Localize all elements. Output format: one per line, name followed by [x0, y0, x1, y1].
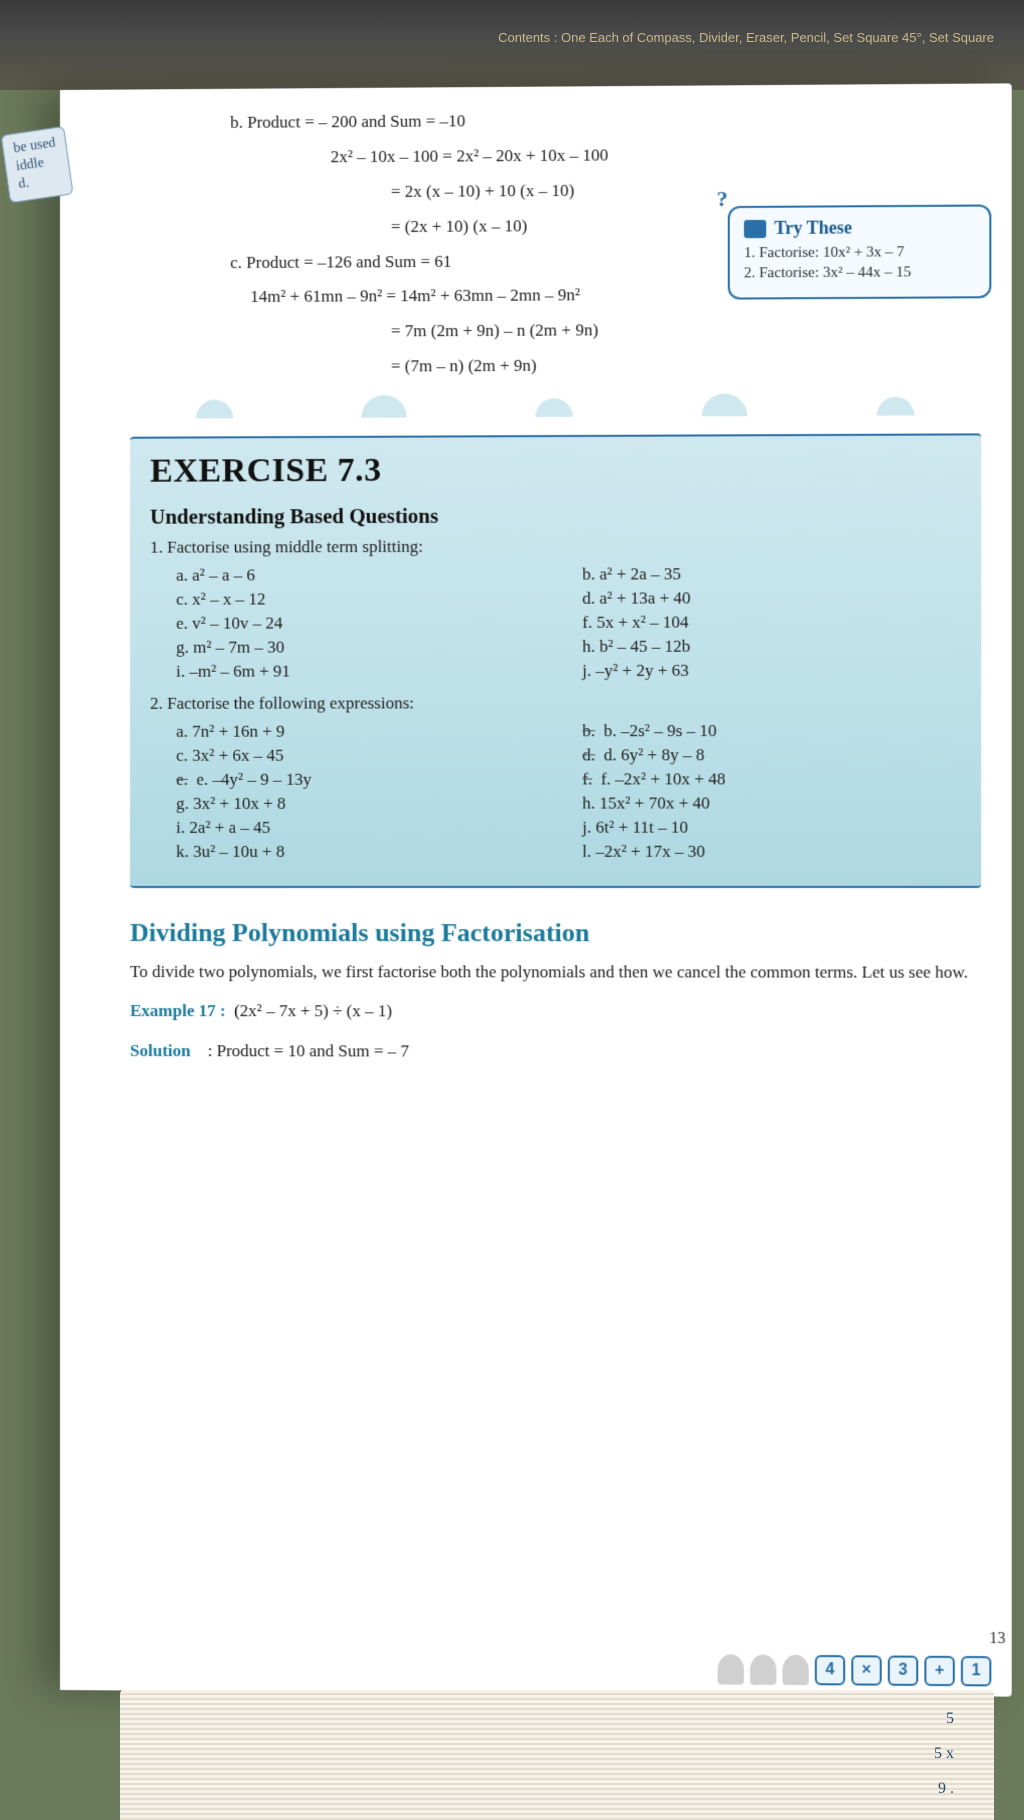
- kid-icon: [750, 1655, 776, 1685]
- q2-stem: 2. Factorise the following expressions:: [150, 693, 961, 714]
- notebook-stack: 5 5 x 9 .: [120, 1690, 994, 1820]
- q2-k: k. 3u² – 10u + 8: [176, 842, 552, 862]
- q2-d-text: d. 6y² + 8y – 8: [604, 745, 705, 764]
- q1-j: j. –y² + 2y + 63: [582, 660, 961, 681]
- tile-plus: +: [924, 1656, 954, 1686]
- q2-d-struck: d.: [582, 745, 595, 764]
- tile-times: ×: [851, 1655, 881, 1685]
- q2-b-text: b. –2s² – 9s – 10: [604, 721, 717, 740]
- q2-h: h. 15x² + 70x + 40: [582, 793, 961, 813]
- understanding-heading: Understanding Based Questions: [150, 502, 961, 530]
- q2-i: i. 2a² + a – 45: [176, 818, 552, 838]
- example-17: Example 17 : (2x² – 7x + 5) ÷ (x – 1): [130, 997, 981, 1025]
- q1-d: d. a² + 13a + 40: [582, 588, 961, 609]
- handwritten-b: 5 x: [934, 1745, 954, 1763]
- handwritten-a: 5: [946, 1710, 954, 1728]
- q2-f-text: f. –2x² + 10x + 48: [601, 769, 726, 788]
- worked-c-l2: = 7m (2m + 9n) – n (2m + 9n): [130, 315, 981, 348]
- worked-b-l2: = 2x (x – 10) + 10 (x – 10): [130, 174, 981, 208]
- q2-grid: a. 7n² + 16n + 9 c. 3x² + 6x – 45 e. e. …: [176, 717, 961, 866]
- q2-a: a. 7n² + 16n + 9: [176, 721, 552, 742]
- q1-g: g. m² – 7m – 30: [176, 637, 552, 658]
- example-17-expr: (2x² – 7x + 5) ÷ (x – 1): [234, 1001, 392, 1020]
- worked-c-l3: = (7m – n) (2m + 9n): [130, 350, 981, 383]
- try-q1: 1. Factorise: 10x² + 3x – 7: [744, 244, 975, 262]
- textbook-page: be used iddle d. ? Try These 1. Factoris…: [60, 83, 1012, 1696]
- q2-l: l. –2x² + 17x – 30: [582, 842, 961, 862]
- q2-g: g. 3x² + 10x + 8: [176, 794, 552, 814]
- tile-1: 1: [961, 1656, 991, 1686]
- try-these-title: Try These: [744, 217, 975, 239]
- books-icon: [744, 219, 766, 237]
- q1-b: b. a² + 2a – 35: [582, 564, 961, 585]
- worked-b-l1: 2x² – 10x – 100 = 2x² – 20x + 10x – 100: [130, 139, 981, 173]
- question-mark-icon: ?: [717, 186, 728, 212]
- q1-c: c. x² – x – 12: [176, 589, 552, 610]
- kid-icon: [782, 1655, 808, 1685]
- worked-b-head: b. Product = – 200 and Sum = –10: [130, 104, 981, 139]
- q2-e-text: e. –4y² – 9 – 13y: [196, 770, 311, 789]
- cloud-top-edge: [130, 385, 981, 419]
- q2-e: e. e. –4y² – 9 – 13y: [176, 770, 552, 790]
- q2-j: j. 6t² + 11t – 10: [582, 818, 961, 838]
- footer-icons: 4 × 3 + 1: [718, 1654, 992, 1686]
- q1-a: a. a² – a – 6: [176, 565, 552, 586]
- q1-f: f. 5x + x² – 104: [582, 612, 961, 633]
- q1-h: h. b² – 45 – 12b: [582, 636, 961, 657]
- try-these-box: Try These 1. Factorise: 10x² + 3x – 7 2.…: [728, 204, 992, 299]
- q1-e: e. v² – 10v – 24: [176, 613, 552, 634]
- q2-c: c. 3x² + 6x – 45: [176, 746, 552, 766]
- q1-stem: 1. Factorise using middle term splitting…: [150, 535, 961, 558]
- page-number: 13: [989, 1630, 1005, 1648]
- solution-label: Solution: [130, 1041, 191, 1060]
- kid-icon: [718, 1654, 744, 1684]
- q1-grid: a. a² – a – 6 c. x² – x – 12 e. v² – 10v…: [176, 560, 961, 686]
- solution-text: : Product = 10 and Sum = – 7: [208, 1041, 409, 1060]
- q2-b-struck: b.: [582, 721, 595, 740]
- q2-e-struck: e.: [176, 770, 188, 789]
- section-body: To divide two polynomials, we first fact…: [130, 958, 981, 986]
- solution-line: Solution : Product = 10 and Sum = – 7: [130, 1037, 981, 1065]
- try-these-title-text: Try These: [774, 217, 852, 239]
- q1-i: i. –m² – 6m + 91: [176, 661, 552, 682]
- section-heading: Dividing Polynomials using Factorisation: [130, 918, 981, 948]
- try-q2: 2. Factorise: 3x² – 44x – 15: [744, 264, 975, 282]
- handwritten-c: 9 .: [938, 1780, 954, 1798]
- tile-3: 3: [888, 1655, 918, 1685]
- exercise-title: EXERCISE 7.3: [150, 450, 961, 491]
- desk-surface: Contents : One Each of Compass, Divider,…: [0, 0, 1024, 90]
- q2-f-struck: f.: [582, 770, 592, 789]
- q2-b: b. b. –2s² – 9s – 10: [582, 721, 961, 742]
- tile-4: 4: [815, 1655, 845, 1685]
- exercise-banner: EXERCISE 7.3 Understanding Based Questio…: [130, 433, 981, 888]
- q2-f: f. f. –2x² + 10x + 48: [582, 769, 961, 789]
- q2-d: d. d. 6y² + 8y – 8: [582, 745, 961, 766]
- spine-tab: be used iddle d.: [1, 126, 74, 203]
- ruler-label: Contents : One Each of Compass, Divider,…: [498, 30, 994, 45]
- example-17-label: Example 17 :: [130, 1001, 226, 1020]
